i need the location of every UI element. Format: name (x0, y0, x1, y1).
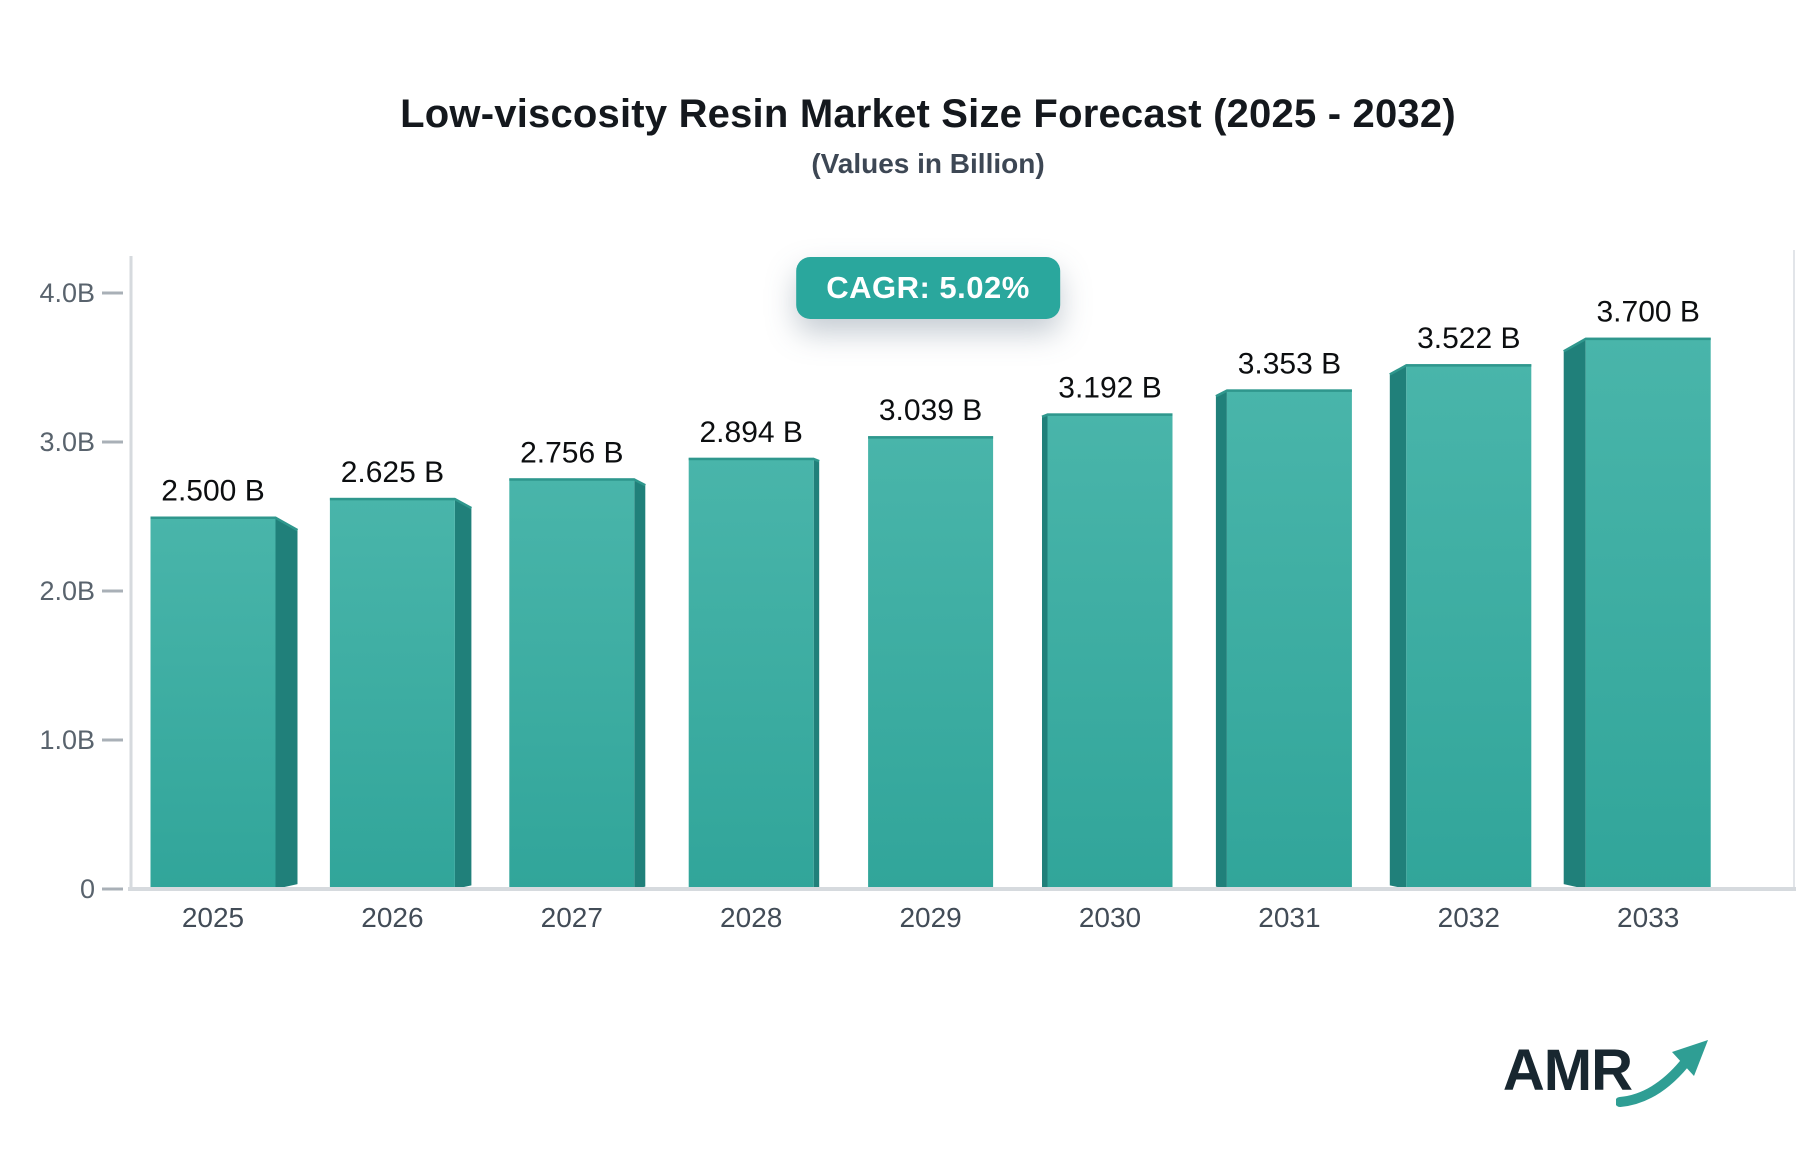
bar-top-edge (1389, 364, 1532, 376)
bar-2026: 2.625 B 2026 (329, 456, 473, 933)
bar-front-face (1047, 413, 1173, 889)
bar-side-face (454, 497, 472, 889)
x-axis-label: 2028 (720, 902, 782, 933)
bar-2027: 2.756 B 2027 (509, 436, 646, 933)
x-axis-label: 2033 (1617, 902, 1679, 933)
y-tick-label: 4.0B (39, 278, 95, 308)
amr-logo-text: AMR (1502, 1038, 1633, 1103)
amr-logo: AMR (1502, 1038, 1716, 1112)
bar-side-face (813, 457, 820, 889)
bar-value-label: 2.500 B (161, 475, 264, 508)
bar-top-edge (509, 478, 646, 487)
bar-front-face (150, 516, 276, 889)
bar-2028: 2.894 B 2028 (688, 416, 820, 933)
x-axis-label: 2030 (1079, 902, 1141, 933)
y-tick-label: 1.0B (39, 725, 95, 755)
bar-value-label: 2.756 B (520, 436, 623, 469)
bar-value-label: 3.700 B (1596, 296, 1699, 329)
chart-title: Low-viscosity Resin Market Size Forecast… (400, 92, 1456, 136)
bar-front-face (1406, 364, 1532, 889)
x-axis-label: 2027 (541, 902, 603, 933)
bar-front-face (1585, 337, 1711, 889)
bar-side-face (1563, 337, 1586, 889)
bar-2029: 3.039 B 2029 (868, 394, 994, 933)
trend-arrow-icon (1616, 1040, 1708, 1107)
bar-top-edge (150, 516, 299, 532)
x-axis-label: 2029 (899, 902, 961, 933)
bar-top-edge (1041, 413, 1173, 418)
bar-value-label: 3.192 B (1058, 371, 1161, 404)
bar-2032: 3.522 B 2032 (1389, 322, 1532, 933)
bar-side-face (275, 516, 298, 889)
bar-2030: 3.192 B 2030 (1041, 371, 1173, 933)
x-axis-label: 2025 (182, 902, 244, 933)
bar-top-edge (1215, 389, 1352, 398)
chart-subtitle: (Values in Billion) (811, 148, 1045, 179)
bar-2031: 3.353 B 2031 (1215, 347, 1352, 933)
bar-front-face (329, 497, 455, 889)
y-tick-label: 0 (80, 874, 95, 904)
cagr-badge: CAGR: 5.02% (796, 257, 1060, 319)
bar-top-edge (329, 497, 473, 510)
bar-value-label: 2.894 B (699, 416, 802, 449)
bar-value-label: 2.625 B (341, 456, 444, 489)
bar-side-face (1389, 364, 1407, 889)
x-axis-label: 2026 (361, 902, 423, 933)
bar-value-label: 3.039 B (879, 394, 982, 427)
x-axis-label: 2032 (1438, 902, 1500, 933)
bar-side-face (634, 478, 646, 889)
y-tick-label: 3.0B (39, 427, 95, 457)
bar-value-label: 3.353 B (1238, 347, 1341, 380)
bar-front-face (509, 478, 635, 889)
bar-2033: 3.700 B 2033 (1563, 296, 1711, 933)
bar-side-face (1042, 413, 1048, 889)
x-axis-label: 2031 (1258, 902, 1320, 933)
bar-front-face (1226, 389, 1352, 889)
bar-top-edge (1563, 337, 1711, 353)
bar-2025: 2.500 B 2025 (150, 475, 299, 933)
bar-front-face (688, 457, 814, 889)
bar-front-face (868, 436, 994, 889)
y-tick-label: 2.0B (39, 576, 95, 606)
bar-top-edge (688, 457, 820, 463)
bar-side-face (1215, 389, 1227, 889)
bar-value-label: 3.522 B (1417, 322, 1520, 355)
